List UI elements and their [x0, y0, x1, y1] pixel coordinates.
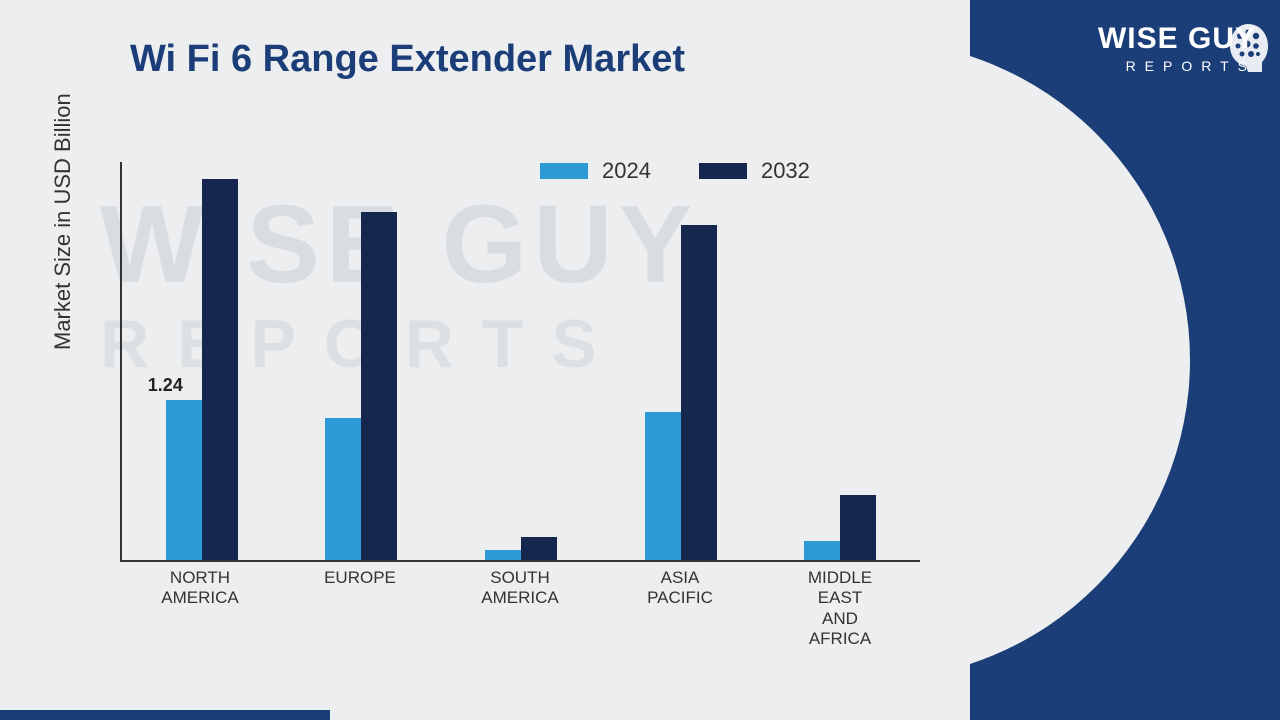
y-axis-label: Market Size in USD Billion: [50, 93, 76, 350]
chart-area: Market Size in USD Billion 1.24 NORTHAME…: [60, 150, 930, 680]
bar-value-label: 1.24: [148, 375, 183, 396]
bar: [325, 418, 361, 560]
bar: [202, 179, 238, 560]
legend-item-2032: 2032: [699, 158, 810, 184]
x-axis-label: MIDDLEEASTANDAFRICA: [780, 568, 900, 650]
bar-group: [804, 162, 876, 560]
bar: [166, 400, 202, 560]
bar: [840, 495, 876, 560]
legend-swatch-2024: [540, 163, 588, 179]
bar: [681, 225, 717, 560]
page-root: Wi Fi 6 Range Extender Market WISE GUY R…: [0, 0, 1280, 720]
legend: 2024 2032: [540, 158, 810, 184]
bar-group: [325, 162, 397, 560]
x-axis-label: NORTHAMERICA: [140, 568, 260, 650]
x-axis-label: SOUTHAMERICA: [460, 568, 580, 650]
right-brand-panel: [970, 0, 1280, 720]
x-axis-labels: NORTHAMERICA EUROPE SOUTHAMERICA ASIAPACIFI…: [120, 568, 920, 650]
chart-title: Wi Fi 6 Range Extender Market: [130, 38, 685, 81]
footer-accent-bar: [0, 710, 330, 720]
bar-group: 1.24: [166, 162, 238, 560]
bar: [804, 541, 840, 560]
bar-group: [485, 162, 557, 560]
logo-line1: WISE GUY: [1098, 22, 1256, 56]
x-axis-label: EUROPE: [300, 568, 420, 650]
plot-area: 1.24: [120, 162, 920, 562]
legend-label-2024: 2024: [602, 158, 651, 184]
brand-logo: WISE GUY REPORTS: [1098, 22, 1256, 74]
bar: [645, 412, 681, 560]
x-axis-label: ASIAPACIFIC: [620, 568, 740, 650]
legend-item-2024: 2024: [540, 158, 651, 184]
legend-label-2032: 2032: [761, 158, 810, 184]
bar: [521, 537, 557, 560]
bar: [485, 550, 521, 560]
bar: [361, 212, 397, 560]
legend-swatch-2032: [699, 163, 747, 179]
bar-groups: 1.24: [122, 162, 920, 560]
logo-line2: REPORTS: [1098, 58, 1256, 74]
bar-group: [645, 162, 717, 560]
